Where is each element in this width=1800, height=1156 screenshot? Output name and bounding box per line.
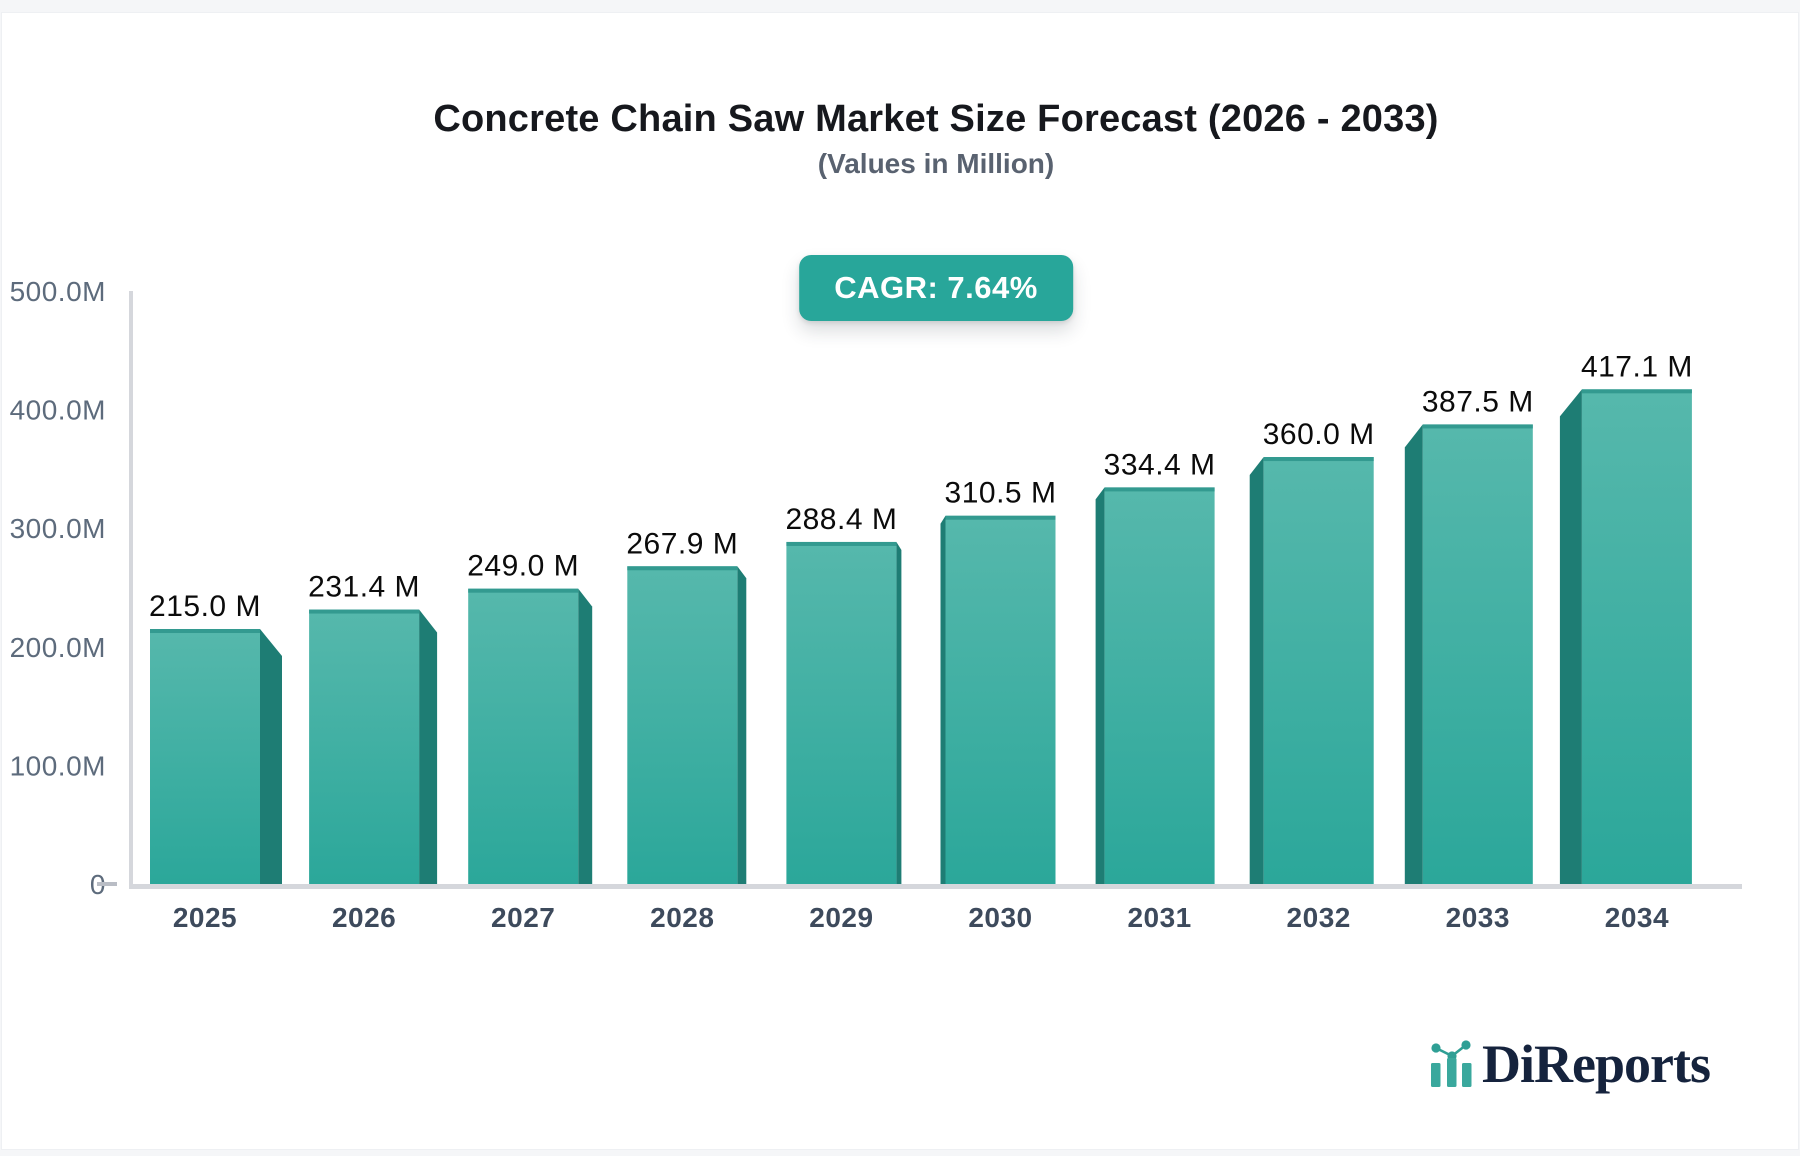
bar [1263, 457, 1374, 884]
bar-side-face [1095, 487, 1105, 884]
bar-value-label: 249.0 M [467, 550, 579, 583]
bar-value-label: 387.5 M [1422, 385, 1534, 418]
x-axis-label: 2030 [968, 902, 1032, 933]
x-axis-label: 2025 [173, 902, 237, 933]
y-axis-line [129, 291, 133, 889]
chart-title: Concrete Chain Saw Market Size Forecast … [433, 98, 1439, 140]
bar-top-edge [945, 515, 1056, 520]
direports-logo: DiReports [1430, 1032, 1711, 1095]
bar-value-label: 288.4 M [785, 503, 897, 536]
bar-top-edge [1104, 487, 1215, 492]
bar-value-label: 215.0 M [149, 590, 261, 623]
cagr-badge: CAGR: 7.64% [799, 255, 1073, 321]
bar-top-edge [150, 629, 260, 634]
x-axis-label: 2033 [1446, 902, 1510, 933]
bar [309, 609, 420, 884]
x-axis-label: 2028 [650, 902, 714, 933]
bar-value-label: 334.4 M [1104, 448, 1216, 481]
bar-value-label: 267.9 M [626, 527, 738, 560]
bar-side-face [1404, 424, 1423, 884]
bar-top-edge [627, 566, 738, 571]
direports-logo-icon [1431, 1040, 1472, 1087]
y-axis-tick-label: 200.0M [10, 632, 106, 663]
bar-side-face [260, 629, 282, 884]
bar-side-face [896, 541, 902, 884]
bar-side-face [940, 515, 946, 884]
bar-side-face [1559, 389, 1582, 884]
bar-value-label: 310.5 M [945, 477, 1057, 510]
chart-subtitle: (Values in Million) [817, 148, 1055, 179]
y-axis-tick-label: 300.0M [10, 513, 106, 544]
bar-top-edge [1263, 457, 1374, 462]
bar-top-edge [786, 541, 897, 546]
bar [627, 566, 738, 884]
x-axis-label: 2029 [809, 902, 873, 933]
x-axis-label: 2034 [1605, 902, 1669, 933]
bar [468, 588, 579, 884]
bar [945, 515, 1056, 884]
bar-value-label: 231.4 M [308, 571, 420, 604]
x-axis-label: 2032 [1287, 902, 1351, 933]
zero-tick-mark [97, 882, 117, 886]
x-axis-label: 2026 [332, 902, 396, 933]
x-axis-label: 2027 [491, 902, 555, 933]
bar [1422, 424, 1533, 884]
direports-logo-text: DiReports [1482, 1034, 1711, 1095]
bar-side-face [578, 588, 593, 884]
y-axis-tick-label: 100.0M [10, 750, 106, 781]
bar-top-edge [1422, 424, 1533, 429]
bar [1104, 487, 1215, 884]
bar-top-edge [468, 588, 579, 593]
y-axis-tick-label: 400.0M [10, 395, 106, 426]
bar-top-edge [309, 609, 420, 614]
bar [1581, 389, 1692, 884]
bar-value-label: 360.0 M [1263, 418, 1375, 451]
bar-value-label: 417.1 M [1581, 350, 1693, 383]
bar [150, 629, 260, 884]
y-axis-tick-label: 500.0M [10, 276, 106, 307]
bar-side-face [1249, 457, 1264, 884]
bar-top-edge [1581, 389, 1692, 394]
x-axis-label: 2031 [1127, 902, 1191, 933]
bar-side-face [737, 566, 747, 884]
bar-side-face [419, 609, 438, 884]
bar [786, 541, 897, 884]
x-axis-line [129, 884, 1742, 889]
